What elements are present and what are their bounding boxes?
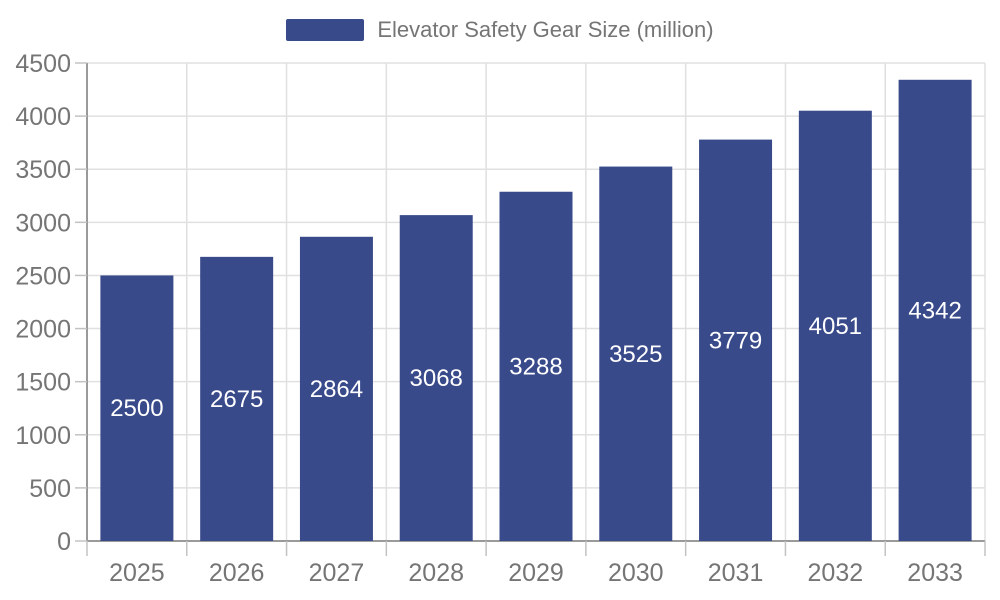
- y-tick-label: 0: [57, 528, 71, 556]
- x-tick-label: 2033: [907, 559, 963, 587]
- legend-item[interactable]: Elevator Safety Gear Size (million): [0, 17, 1000, 43]
- bar-value-label: 3068: [410, 365, 463, 392]
- bar-value-label: 3525: [609, 341, 662, 368]
- y-tick-label: 1500: [15, 369, 71, 397]
- bar-value-label: 3779: [709, 327, 762, 354]
- bar-value-label: 4051: [809, 313, 862, 340]
- bar-value-label: 4342: [908, 297, 961, 324]
- y-tick-label: 3000: [15, 209, 71, 237]
- bar-2030[interactable]: [599, 166, 673, 542]
- bar-2032[interactable]: [798, 110, 872, 541]
- y-tick-label: 2500: [15, 262, 71, 290]
- x-tick-label: 2026: [209, 559, 265, 587]
- x-tick-label: 2029: [508, 559, 564, 587]
- legend-label: Elevator Safety Gear Size (million): [377, 17, 714, 42]
- bar-2028[interactable]: [399, 215, 473, 541]
- y-tick-label: 4500: [15, 50, 71, 78]
- bar-2027[interactable]: [299, 236, 373, 542]
- x-tick-label: 2030: [608, 559, 664, 587]
- bar-2031[interactable]: [699, 139, 773, 541]
- x-tick-label: 2028: [408, 559, 464, 587]
- bar-2025[interactable]: [100, 275, 174, 541]
- bar-value-label: 2864: [310, 376, 363, 403]
- x-tick-label: 2031: [708, 559, 764, 587]
- x-tick-label: 2032: [808, 559, 864, 587]
- y-tick-label: 500: [29, 475, 71, 503]
- bar-value-label: 2500: [110, 395, 163, 422]
- bar-value-label: 2675: [210, 386, 263, 413]
- bar-2033[interactable]: [898, 79, 972, 541]
- x-tick-label: 2027: [309, 559, 365, 587]
- y-tick-label: 1000: [15, 422, 71, 450]
- legend-swatch-icon: [286, 19, 365, 41]
- y-tick-label: 3500: [15, 156, 71, 184]
- y-tick-label: 2000: [15, 316, 71, 344]
- x-tick-label: 2025: [109, 559, 165, 587]
- bar-2026[interactable]: [200, 256, 274, 541]
- y-tick-label: 4000: [15, 103, 71, 131]
- bar-value-label: 3288: [509, 353, 562, 380]
- bar-2029[interactable]: [499, 191, 573, 541]
